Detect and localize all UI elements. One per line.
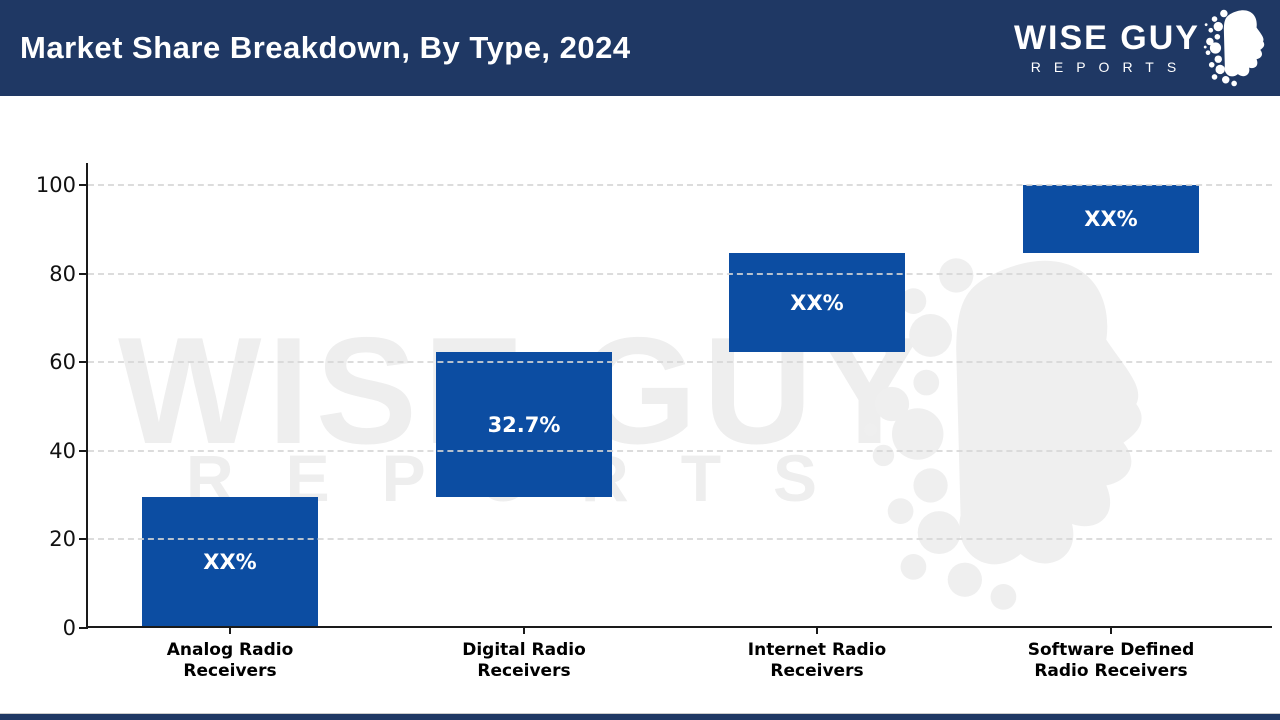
logo-head-icon <box>1203 9 1265 87</box>
y-tick-label: 40 <box>49 438 76 463</box>
gridline-y100 <box>88 184 1272 187</box>
y-tick-mark <box>79 184 86 187</box>
x-category-label: Digital Radio Receivers <box>384 640 664 683</box>
x-category-label-line: Internet Radio <box>747 640 887 660</box>
header-bar: Market Share Breakdown, By Type, 2024 WI… <box>0 0 1280 96</box>
y-tick-label: 80 <box>49 261 76 286</box>
gridline-y20 <box>88 538 1272 541</box>
x-category-label-line: Receivers <box>770 661 864 682</box>
y-axis-line <box>86 163 88 629</box>
x-category-label-line: Receivers <box>183 661 277 682</box>
gridline-y60 <box>88 361 1272 364</box>
x-category-label-line: Software Defined <box>1027 640 1195 660</box>
x-category-label-line: Digital Radio <box>462 640 586 660</box>
bar-value-label: 32.7% <box>487 412 561 437</box>
y-tick-label: 100 <box>35 173 76 198</box>
x-category-label: Software Defined Radio Receivers <box>971 640 1251 683</box>
y-tick-mark <box>79 449 86 452</box>
y-tick-mark <box>79 361 86 364</box>
bar-value-label: XX% <box>790 290 844 315</box>
bar-value-label: XX% <box>203 550 257 575</box>
x-tick-mark <box>816 628 818 634</box>
wise-guy-reports-logo: WISE GUY REPORTS <box>1014 4 1270 92</box>
y-tick-label: 0 <box>62 615 76 640</box>
logo-text-wise-guy: WISE GUY <box>1013 19 1200 58</box>
y-tick-label: 20 <box>49 527 76 552</box>
y-tick-label: 60 <box>49 350 76 375</box>
gridline-y80 <box>88 272 1272 275</box>
bar-software-defined-radio-receivers <box>1023 185 1199 253</box>
bar-analog-radio-receivers <box>142 497 318 628</box>
x-axis-line <box>86 626 1272 628</box>
page-title: Market Share Breakdown, By Type, 2024 <box>20 30 631 65</box>
x-category-label-line: Analog Radio <box>166 640 294 660</box>
footer-bar <box>0 713 1280 720</box>
y-tick-mark <box>79 538 86 541</box>
logo-text-reports: REPORTS <box>1030 58 1190 75</box>
x-category-label: Internet Radio Receivers <box>677 640 957 683</box>
bar-digital-radio-receivers <box>436 352 612 498</box>
bar-value-label: XX% <box>1084 207 1138 232</box>
x-category-label-line: Receivers <box>477 661 571 682</box>
x-category-label-line: Radio Receivers <box>1034 661 1188 682</box>
y-tick-mark <box>79 272 86 275</box>
x-tick-mark <box>523 628 525 634</box>
watermark-head-icon <box>864 258 1142 610</box>
logo-wordmark: WISE GUY REPORTS <box>1013 19 1200 75</box>
x-tick-mark <box>1110 628 1112 634</box>
gridline-y40 <box>88 449 1272 452</box>
x-tick-mark <box>229 628 231 634</box>
bar-internet-radio-receivers <box>729 252 905 353</box>
x-category-label: Analog Radio Receivers <box>90 640 370 683</box>
y-tick-mark <box>79 626 86 629</box>
